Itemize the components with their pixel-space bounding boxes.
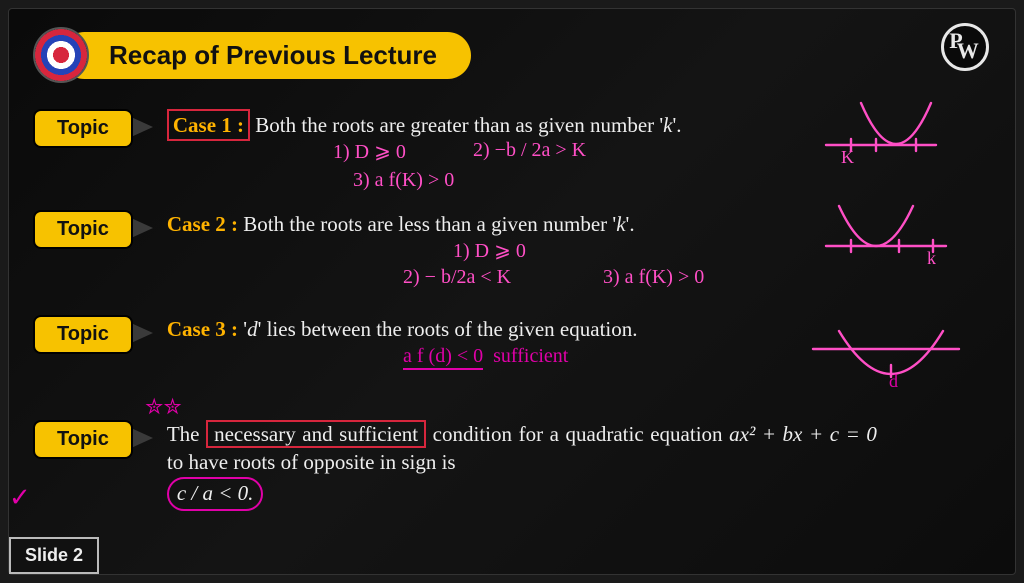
boxed-phrase: necessary and sufficient — [206, 420, 426, 448]
case-label: Case 3 : — [167, 317, 238, 341]
hand-suffix: sufficient — [493, 345, 568, 367]
slide-indicator: Slide 2 — [9, 537, 99, 574]
pw-logo-w: W — [957, 38, 977, 64]
handwriting: 2) − b/2a < K — [403, 266, 511, 289]
handwriting: 1) D ⩾ 0 — [453, 238, 526, 263]
case-tail: '. — [673, 113, 682, 137]
handwriting: 2) −b / 2a > K — [473, 139, 586, 162]
parabola-sketch: K — [821, 95, 941, 176]
case-label: Case 1 : — [167, 109, 250, 141]
slide-title: Recap of Previous Lecture — [61, 32, 471, 79]
case-text: Both the roots are greater than as given… — [255, 113, 663, 137]
star-annotation: ✮✮ — [145, 394, 182, 420]
topic-row: Topic Case 2 : Both the roots are less t… — [33, 210, 991, 249]
case-var: k — [616, 212, 625, 236]
case-tail: '. — [626, 212, 635, 236]
pw-logo: P W — [941, 23, 989, 71]
case-var: d — [247, 317, 258, 341]
topic-row: Topic Case 3 : 'd' lies between the root… — [33, 315, 991, 354]
topic-row: Topic Case 1 : Both the roots are greate… — [33, 109, 991, 148]
topic-pill: Topic — [33, 420, 133, 459]
topic-list: Topic Case 1 : Both the roots are greate… — [33, 109, 991, 511]
topic-pill: Topic — [33, 109, 133, 148]
text-a: The — [167, 422, 206, 446]
topic-body: The necessary and sufficient condition f… — [167, 420, 877, 511]
text-c: to have roots of opposite in sign is — [167, 450, 456, 474]
case-var: k — [663, 113, 672, 137]
case-label: Case 2 : — [167, 212, 238, 236]
parabola-sketch: k — [821, 200, 951, 275]
sketch-label: k — [927, 248, 936, 269]
slide-container: Recap of Previous Lecture P W Topic Case… — [8, 8, 1016, 575]
bullseye-icon — [33, 27, 89, 83]
handwriting: 3) a f(K) > 0 — [353, 169, 454, 192]
pointer-icon — [131, 323, 153, 343]
pointer-icon — [131, 218, 153, 238]
sketch-label: d — [889, 371, 898, 392]
tick-annotation: ✓ — [9, 480, 31, 515]
handwriting: a f (d) < 0 sufficient — [403, 345, 568, 368]
sketch-label: K — [841, 147, 854, 168]
topic-pill: Topic — [33, 210, 133, 249]
equation: ax² + bx + c = 0 — [729, 422, 877, 446]
pointer-icon — [131, 117, 153, 137]
hand-underlined: a f (d) < 0 — [403, 345, 483, 370]
header: Recap of Previous Lecture P W — [33, 27, 991, 83]
text-b: condition for a quadratic equation — [426, 422, 729, 446]
case-text: Both the roots are less than a given num… — [243, 212, 616, 236]
handwriting: 1) D ⩾ 0 — [333, 139, 406, 164]
topic-row: ✮✮ Topic The necessary and sufficient co… — [33, 420, 991, 511]
circled-condition: c / a < 0. — [167, 477, 264, 511]
case-text-b: ' lies between the roots of the given eq… — [258, 317, 638, 341]
parabola-sketch: d — [811, 329, 961, 404]
topic-pill: Topic — [33, 315, 133, 354]
pointer-icon — [131, 428, 153, 448]
handwriting: 3) a f(K) > 0 — [603, 266, 704, 289]
